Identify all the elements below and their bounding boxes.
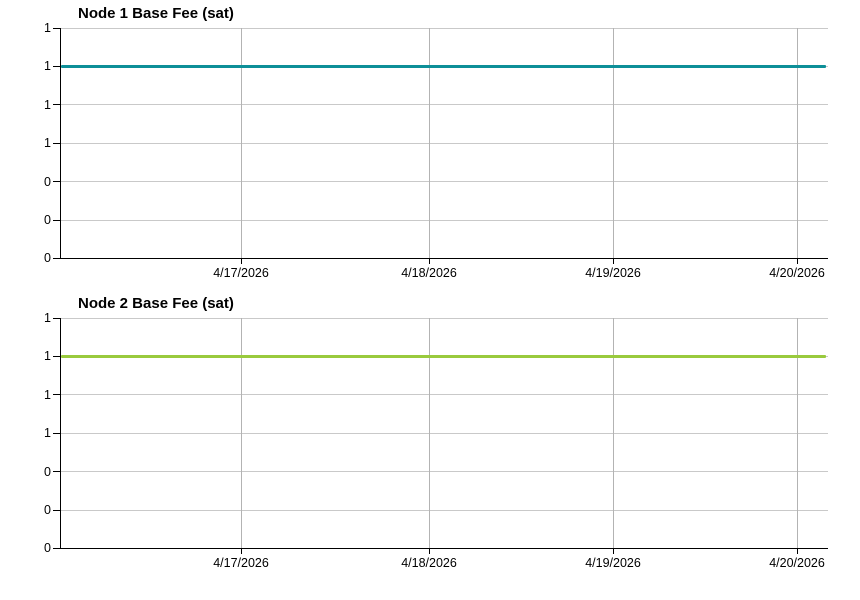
y-axis-label: 1: [44, 426, 51, 441]
x-gridline: [428, 318, 430, 549]
series-line-1: [61, 64, 826, 68]
x-gridline: [612, 28, 614, 259]
x-gridline: [240, 318, 242, 549]
y-axis-label: 0: [44, 503, 51, 517]
y-axis-label: 1: [44, 349, 51, 364]
x-gridline: [796, 28, 798, 259]
y-axis-tick: [53, 257, 60, 259]
y-gridline: [61, 27, 828, 29]
chart-title-node-1: Node 1 Base Fee (sat): [78, 5, 234, 22]
x-gridline: [428, 28, 430, 259]
y-axis-label: 1: [44, 21, 51, 35]
y-gridline: [61, 432, 828, 434]
y-gridline: [61, 104, 828, 106]
y-gridline: [61, 317, 828, 319]
y-axis-tick: [53, 317, 60, 319]
x-axis-tick: [612, 258, 614, 265]
x-gridline: [612, 318, 614, 549]
x-axis-label: 4/17/2026: [213, 556, 269, 570]
y-axis-tick: [53, 432, 60, 434]
y-axis-tick: [53, 547, 60, 549]
y-axis-label: 1: [44, 136, 51, 151]
x-axis-tick: [428, 258, 430, 265]
x-axis-tick: [796, 548, 798, 555]
y-gridline: [61, 509, 828, 511]
x-axis-label: 4/18/2026: [401, 266, 457, 280]
y-axis-label: 0: [44, 464, 51, 479]
y-axis-tick: [53, 355, 60, 357]
x-axis-tick: [428, 548, 430, 555]
y-axis-label: 1: [44, 311, 51, 325]
y-axis-tick: [53, 394, 60, 396]
y-gridline: [61, 181, 828, 183]
y-axis-label: 1: [44, 387, 51, 402]
y-axis-tick: [53, 509, 60, 511]
x-axis-line: [60, 258, 828, 260]
chart-title-node-2: Node 2 Base Fee (sat): [78, 295, 234, 312]
x-axis-tick: [240, 258, 242, 265]
y-gridline: [61, 394, 828, 396]
x-axis-tick: [796, 258, 798, 265]
y-axis-label: 0: [44, 541, 51, 556]
x-axis-label: 4/17/2026: [213, 266, 269, 280]
y-axis-label: 1: [44, 97, 51, 112]
series-line-2: [61, 354, 826, 358]
x-axis-label: 4/19/2026: [585, 556, 641, 570]
y-axis-tick: [53, 27, 60, 29]
x-axis-tick: [612, 548, 614, 555]
y-axis-tick: [53, 181, 60, 183]
y-axis-line: [60, 28, 61, 260]
x-axis-label: 4/18/2026: [401, 556, 457, 570]
y-axis-label: 0: [44, 251, 51, 266]
x-axis-label: 4/20/2026: [769, 556, 825, 570]
y-gridline: [61, 471, 828, 473]
x-axis-label: 4/19/2026: [585, 266, 641, 280]
x-axis-tick: [240, 548, 242, 555]
y-axis-label: 1: [44, 59, 51, 74]
y-axis-tick: [53, 142, 60, 144]
y-axis-tick: [53, 104, 60, 106]
y-gridline: [61, 142, 828, 144]
x-axis-label: 4/20/2026: [769, 266, 825, 280]
y-axis-label: 0: [44, 174, 51, 189]
y-axis-tick: [53, 471, 60, 473]
x-gridline: [240, 28, 242, 259]
x-axis-line: [60, 548, 828, 550]
y-axis-line: [60, 318, 61, 550]
y-axis-label: 0: [44, 213, 51, 227]
y-axis-tick: [53, 65, 60, 67]
x-gridline: [796, 318, 798, 549]
y-gridline: [61, 219, 828, 221]
y-axis-tick: [53, 219, 60, 221]
